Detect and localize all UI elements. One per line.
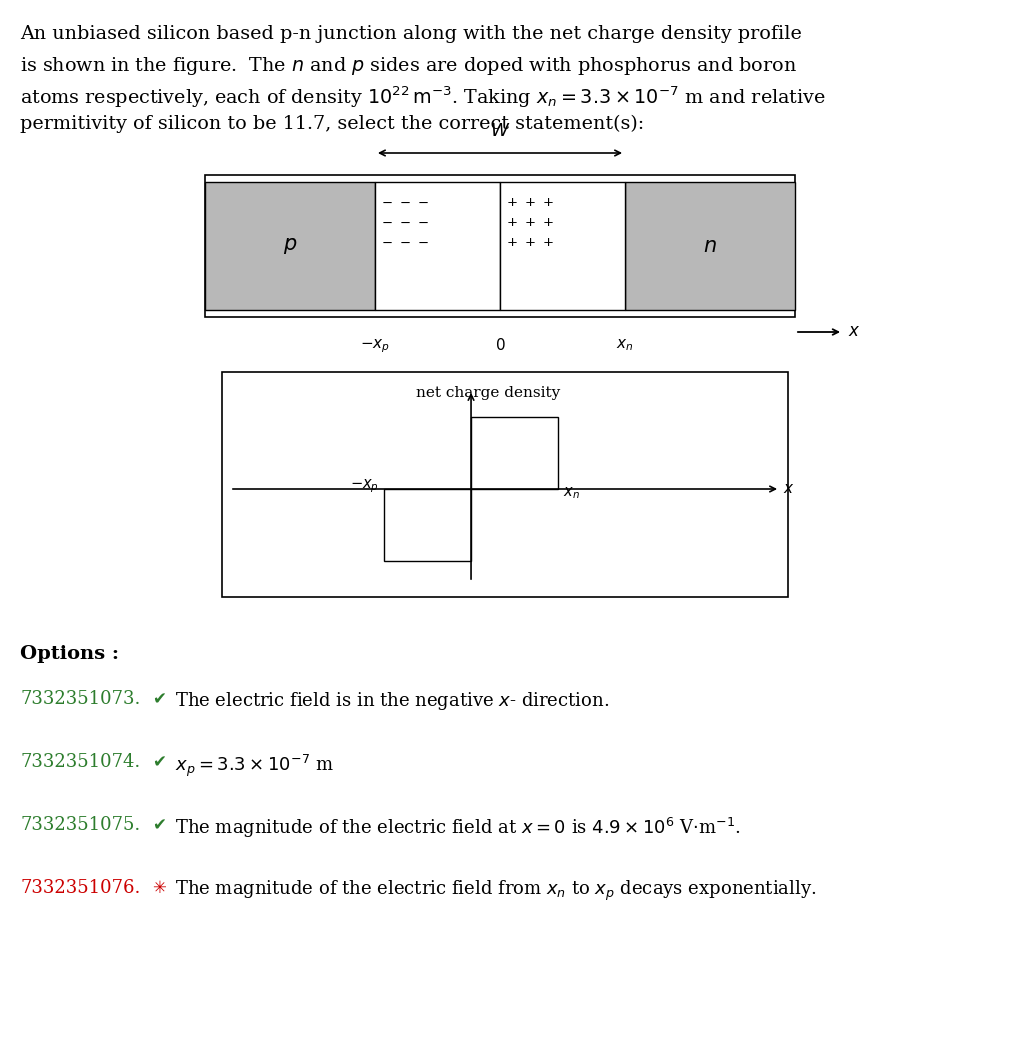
Text: is shown in the figure.  The $n$ and $p$ sides are doped with phosphorus and bor: is shown in the figure. The $n$ and $p$ … [20,55,797,77]
Text: $+$: $+$ [524,236,536,248]
Text: $-x_p$: $-x_p$ [360,337,390,355]
Text: $-$: $-$ [399,236,411,248]
Bar [375,181,500,310]
Text: 7332351073.: 7332351073. [20,690,140,708]
Text: $x$: $x$ [848,323,860,340]
Text: $x$: $x$ [783,482,795,496]
Text: ✔: ✔ [152,816,166,834]
Text: ✔: ✔ [152,690,166,708]
Text: $-$: $-$ [399,216,411,228]
Text: $+$: $+$ [542,236,554,248]
Text: permitivity of silicon to be 11.7, select the correct statement(s):: permitivity of silicon to be 11.7, selec… [20,115,644,134]
Bar [625,181,795,310]
Text: $x_n$: $x_n$ [616,337,634,353]
Text: $-$: $-$ [399,195,411,209]
Text: $-$: $-$ [381,195,393,209]
Text: $W$: $W$ [489,122,510,140]
Text: ✳: ✳ [152,879,166,897]
Text: The magnitude of the electric field from $x_n$ to $x_p$ decays exponentially.: The magnitude of the electric field from… [175,879,816,903]
Text: An unbiased silicon based p-n junction along with the net charge density profile: An unbiased silicon based p-n junction a… [20,25,802,43]
Text: $+$: $+$ [524,216,536,228]
Text: $n$: $n$ [703,237,717,256]
Bar [384,489,471,561]
Text: The magnitude of the electric field at $x = 0$ is $4.9 \times 10^6$ V$\cdot$m$^{: The magnitude of the electric field at $… [175,816,741,840]
Text: net charge density: net charge density [416,386,560,401]
Text: $+$: $+$ [506,216,518,228]
Text: 7332351075.: 7332351075. [20,816,140,834]
Text: 7332351074.: 7332351074. [20,753,140,771]
Text: $0$: $0$ [495,337,505,353]
Text: Options :: Options : [20,645,119,663]
Bar [500,181,625,310]
Text: atoms respectively, each of density $10^{22}\,\mathrm{m}^{-3}$. Taking $x_n = 3.: atoms respectively, each of density $10^… [20,84,826,111]
Text: ✔: ✔ [152,753,166,771]
Text: $-x_p$: $-x_p$ [350,477,379,494]
Bar [205,175,795,317]
Text: $+$: $+$ [506,195,518,209]
Bar [222,372,788,597]
Text: $-$: $-$ [417,195,429,209]
Text: $+$: $+$ [506,236,518,248]
Text: $x_n$: $x_n$ [563,485,580,501]
Text: $-$: $-$ [381,236,393,248]
Text: $-$: $-$ [417,236,429,248]
Text: $+$: $+$ [524,195,536,209]
Text: 7332351076.: 7332351076. [20,879,140,897]
Text: The electric field is in the negative $x$- direction.: The electric field is in the negative $x… [175,690,609,712]
Text: $+$: $+$ [542,216,554,228]
Text: $-$: $-$ [381,216,393,228]
Text: $+$: $+$ [542,195,554,209]
Text: $-$: $-$ [417,216,429,228]
Bar [205,181,375,310]
Text: $x_p = 3.3 \times 10^{-7}$ m: $x_p = 3.3 \times 10^{-7}$ m [175,753,334,779]
Bar [471,417,558,489]
Text: $p$: $p$ [283,236,297,256]
